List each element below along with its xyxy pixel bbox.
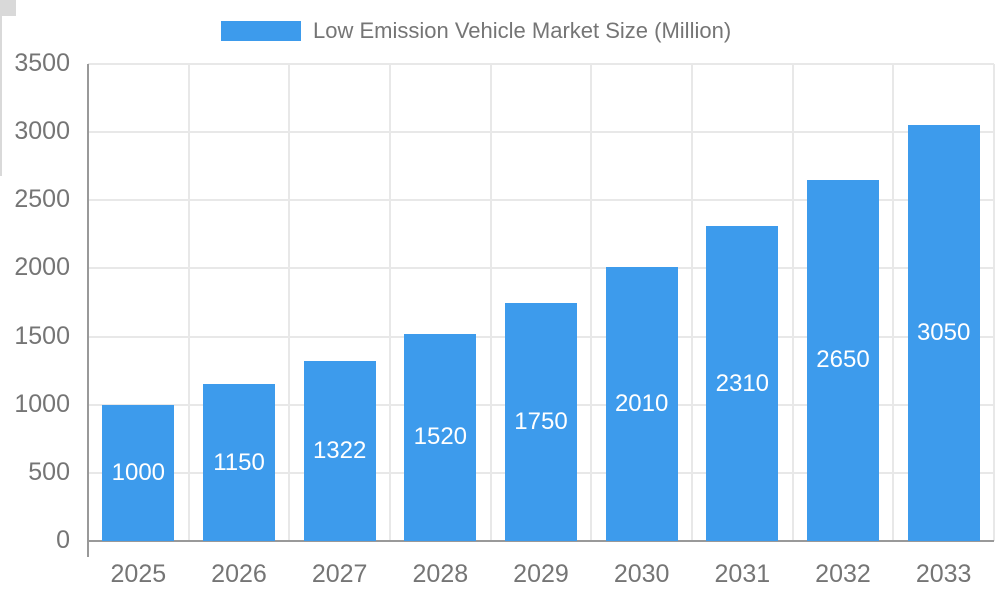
v-gridline	[389, 64, 391, 541]
v-gridline	[590, 64, 593, 541]
x-axis-tick	[0, 16, 2, 32]
y-axis-tick	[0, 2, 16, 4]
bar-value-label: 1000	[111, 458, 166, 486]
x-tick-label: 2025	[110, 560, 167, 588]
y-tick-label: 1500	[14, 321, 70, 350]
x-tick-label: 2032	[815, 560, 871, 588]
bar-value-label: 1520	[413, 423, 468, 451]
y-tick-label: 3500	[14, 49, 70, 77]
y-axis-tick	[0, 14, 16, 16]
x-axis-tick	[0, 144, 2, 160]
h-gridline	[88, 63, 994, 65]
h-gridline	[88, 267, 994, 270]
x-axis-tick	[0, 64, 2, 80]
bar-2030[interactable]: 2010	[605, 267, 678, 541]
bar-2033[interactable]: 3050	[907, 125, 980, 541]
legend-label: Low Emission Vehicle Market Size (Millio…	[313, 18, 732, 43]
bar-2031[interactable]: 2310	[706, 226, 779, 541]
y-axis-tick	[0, 6, 16, 8]
x-axis-tick	[0, 128, 2, 144]
y-tick-label: 1000	[14, 389, 70, 418]
y-tick-label: 3000	[14, 117, 70, 146]
h-gridline	[88, 199, 994, 202]
x-tick-label: 2030	[613, 560, 670, 588]
y-tick-label: 2000	[14, 253, 70, 282]
bar-2026[interactable]: 1150	[203, 384, 275, 541]
x-axis-line	[88, 540, 994, 542]
bar-value-label: 3050	[916, 319, 971, 347]
v-gridline	[187, 64, 190, 541]
bar-2025[interactable]: 1000	[102, 404, 175, 541]
y-tick-label: 500	[28, 457, 70, 486]
bar-2028[interactable]: 1520	[404, 333, 477, 541]
bar-2027[interactable]: 1322	[303, 360, 376, 541]
v-gridline	[691, 64, 693, 541]
legend-item[interactable]: Low Emission Vehicle Market Size (Millio…	[221, 17, 731, 45]
y-axis-tick	[0, 8, 16, 10]
bar-value-label: 1750	[514, 407, 568, 435]
h-gridline	[88, 131, 994, 134]
x-tick-label: 2027	[311, 560, 368, 588]
v-gridline	[489, 64, 492, 541]
x-axis-tick	[0, 160, 2, 176]
y-axis-tick	[0, 4, 16, 6]
y-axis-line	[87, 64, 89, 557]
bar-value-label: 1150	[213, 448, 265, 476]
x-tick-label: 2026	[211, 560, 267, 588]
x-axis-tick	[0, 96, 2, 112]
x-tick-label: 2031	[714, 560, 771, 588]
x-axis-tick	[0, 48, 2, 64]
y-tick-label: 0	[56, 526, 70, 554]
v-gridline	[993, 64, 995, 541]
y-axis-tick	[0, 12, 16, 14]
x-axis-tick	[0, 32, 2, 48]
bar-value-label: 2310	[715, 369, 770, 397]
x-axis-tick	[0, 80, 2, 96]
bar-2032[interactable]: 2650	[807, 179, 879, 541]
v-gridline	[892, 64, 895, 541]
legend-swatch	[221, 21, 301, 41]
y-axis-tick	[0, 0, 16, 2]
x-tick-label: 2028	[412, 560, 469, 588]
y-axis-tick	[0, 10, 16, 12]
bar-value-label: 2650	[816, 346, 870, 374]
x-tick-label: 2033	[915, 560, 972, 588]
bar-value-label: 2010	[614, 390, 669, 418]
x-tick-label: 2029	[513, 560, 569, 588]
x-axis-tick	[0, 112, 2, 128]
bar-2029[interactable]: 1750	[505, 302, 577, 541]
bar-value-label: 1322	[312, 436, 367, 464]
v-gridline	[791, 64, 794, 541]
v-gridline	[288, 64, 291, 541]
y-tick-label: 2500	[14, 185, 70, 214]
